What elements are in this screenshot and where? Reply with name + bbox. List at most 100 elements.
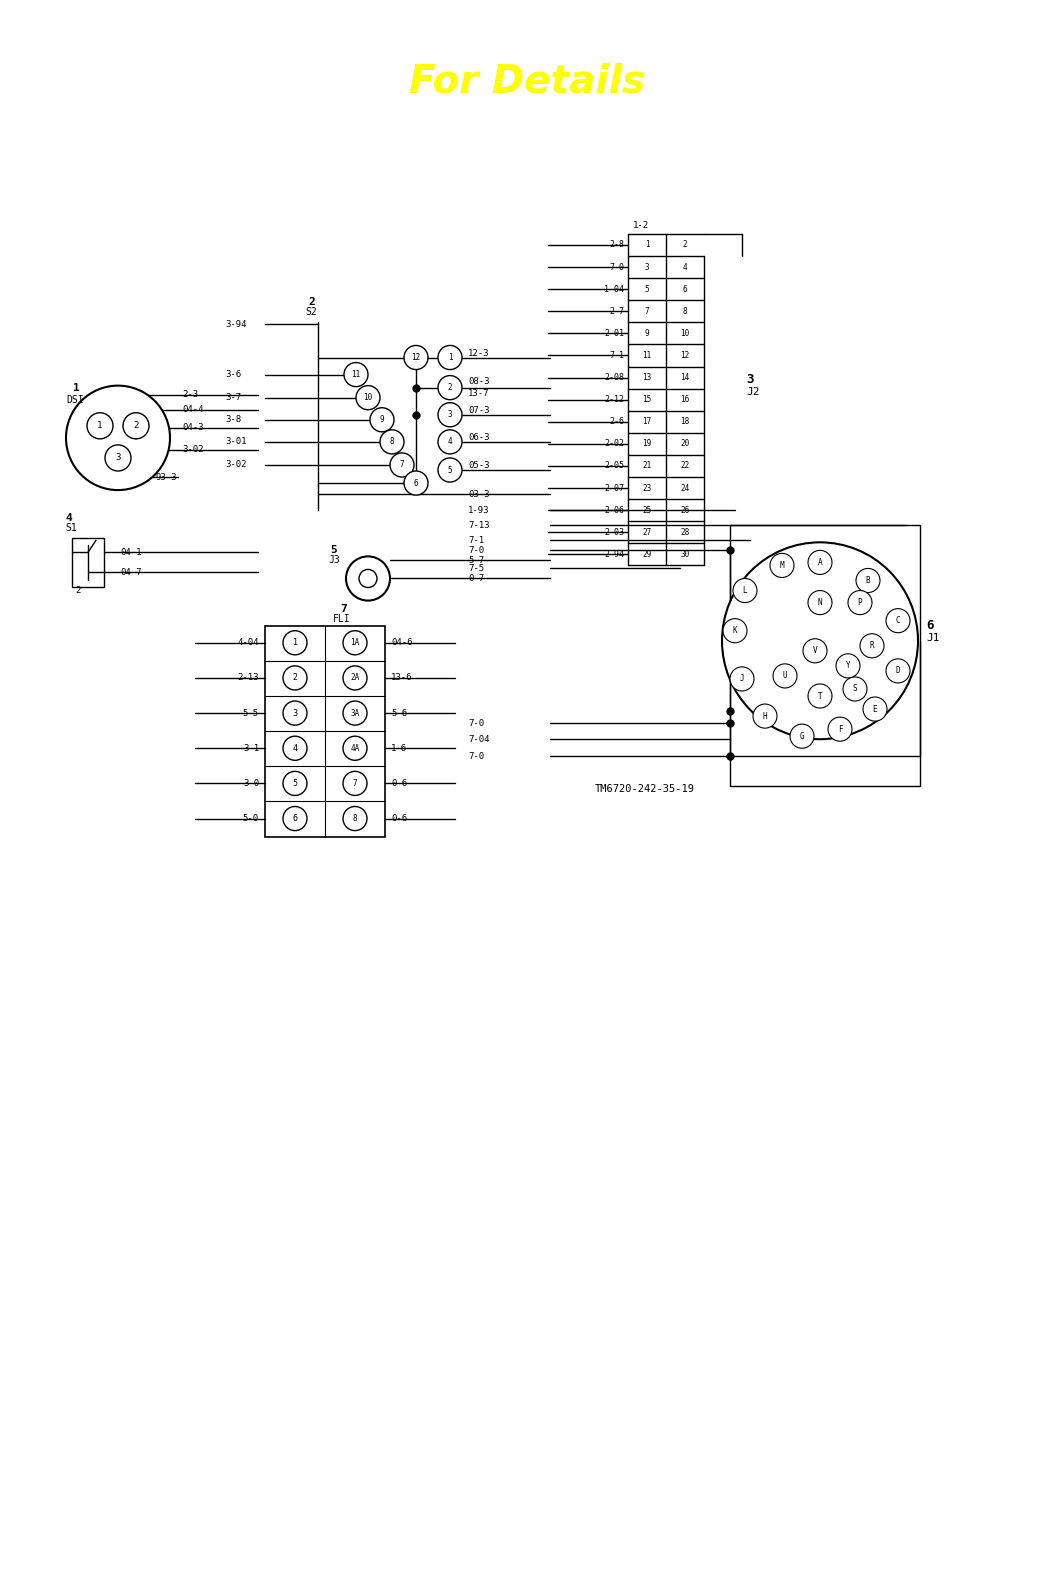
Text: 2: 2 [75, 587, 80, 595]
Text: 6: 6 [683, 285, 687, 293]
Text: 5-0: 5-0 [243, 815, 258, 823]
Text: 7-1: 7-1 [468, 536, 484, 545]
Text: 3-8: 3-8 [225, 416, 242, 424]
Text: 5: 5 [330, 545, 337, 555]
Text: 1A: 1A [350, 638, 360, 647]
Circle shape [370, 408, 394, 432]
Text: 7: 7 [340, 604, 347, 614]
Text: 3-6: 3-6 [225, 370, 242, 379]
Circle shape [886, 609, 910, 633]
Circle shape [438, 403, 462, 427]
Text: 4A: 4A [350, 744, 360, 752]
Circle shape [343, 631, 367, 655]
Circle shape [730, 666, 754, 690]
Text: 04-6: 04-6 [391, 638, 413, 647]
Text: 7-0: 7-0 [468, 752, 484, 760]
Text: 2: 2 [308, 296, 314, 308]
Text: 25: 25 [642, 505, 652, 515]
Text: 8: 8 [683, 306, 687, 316]
Circle shape [356, 386, 380, 410]
Text: F: F [838, 725, 842, 733]
Text: 3-01: 3-01 [225, 437, 247, 446]
Text: 7: 7 [352, 779, 358, 787]
Text: 2-8: 2-8 [609, 241, 624, 250]
Text: 1-2: 1-2 [633, 222, 649, 231]
Text: 1-93: 1-93 [468, 505, 490, 515]
Circle shape [343, 701, 367, 725]
Text: J2: J2 [746, 387, 760, 397]
Text: 2: 2 [133, 421, 138, 430]
Text: Y: Y [846, 662, 850, 671]
Text: 7-0: 7-0 [468, 545, 484, 555]
Text: 12: 12 [680, 351, 690, 360]
Text: M: M [780, 561, 784, 571]
Text: TM6720-242-35-19: TM6720-242-35-19 [595, 784, 695, 794]
Text: 3: 3 [292, 709, 298, 717]
Circle shape [886, 658, 910, 682]
Circle shape [106, 445, 131, 470]
Circle shape [773, 663, 797, 689]
Text: 3: 3 [645, 263, 649, 271]
Text: 2-02: 2-02 [605, 440, 624, 448]
Text: 18: 18 [680, 418, 690, 426]
Text: A: A [818, 558, 822, 567]
Text: 23: 23 [642, 483, 652, 493]
Text: 7-5: 7-5 [468, 564, 484, 572]
Text: U: U [783, 671, 787, 681]
Text: 4: 4 [65, 513, 72, 523]
Text: J3: J3 [328, 555, 340, 566]
Text: V: V [812, 646, 818, 655]
Circle shape [836, 654, 860, 677]
Circle shape [828, 717, 852, 741]
Circle shape [283, 666, 307, 690]
Text: H: H [763, 711, 767, 720]
Circle shape [438, 457, 462, 481]
Text: 2A: 2A [350, 673, 360, 682]
Text: 17: 17 [642, 418, 652, 426]
Circle shape [733, 579, 757, 603]
Text: 8: 8 [352, 815, 358, 823]
Text: 1: 1 [447, 352, 453, 362]
Text: 3-94: 3-94 [225, 320, 247, 328]
Circle shape [343, 666, 367, 690]
Circle shape [343, 736, 367, 760]
Circle shape [770, 553, 794, 577]
Text: 6: 6 [292, 815, 298, 823]
Circle shape [404, 470, 428, 496]
Circle shape [753, 705, 776, 728]
Text: 11: 11 [642, 351, 652, 360]
Circle shape [359, 569, 377, 588]
Text: 2-3: 2-3 [183, 391, 198, 398]
Text: 11: 11 [351, 370, 361, 379]
Text: 1: 1 [292, 638, 298, 647]
Circle shape [803, 639, 827, 663]
Text: 8: 8 [389, 437, 395, 446]
Circle shape [344, 362, 368, 387]
Text: 16: 16 [680, 395, 690, 405]
Text: 3A: 3A [350, 709, 360, 717]
Text: 5: 5 [645, 285, 649, 293]
Text: 24: 24 [680, 483, 690, 493]
Text: C: C [896, 617, 900, 625]
Text: 12: 12 [411, 352, 421, 362]
Text: T: T [818, 692, 822, 700]
Circle shape [283, 807, 307, 830]
Text: DSI: DSI [66, 395, 83, 405]
Text: 19: 19 [642, 440, 652, 448]
Text: 1: 1 [73, 383, 80, 392]
Text: D: D [896, 666, 900, 676]
Text: J: J [740, 674, 745, 684]
Text: FLI: FLI [333, 614, 350, 623]
Text: 07-3: 07-3 [468, 406, 490, 414]
Text: 15: 15 [642, 395, 652, 405]
Text: 10: 10 [680, 328, 690, 338]
Text: J1: J1 [926, 633, 940, 642]
Circle shape [438, 376, 462, 400]
Text: 12-3: 12-3 [468, 349, 490, 359]
Circle shape [723, 618, 747, 642]
Text: 13: 13 [642, 373, 652, 383]
Text: 2-13: 2-13 [237, 673, 258, 682]
Text: 4: 4 [447, 437, 453, 446]
Circle shape [438, 430, 462, 454]
Text: 03-3: 03-3 [468, 489, 490, 499]
